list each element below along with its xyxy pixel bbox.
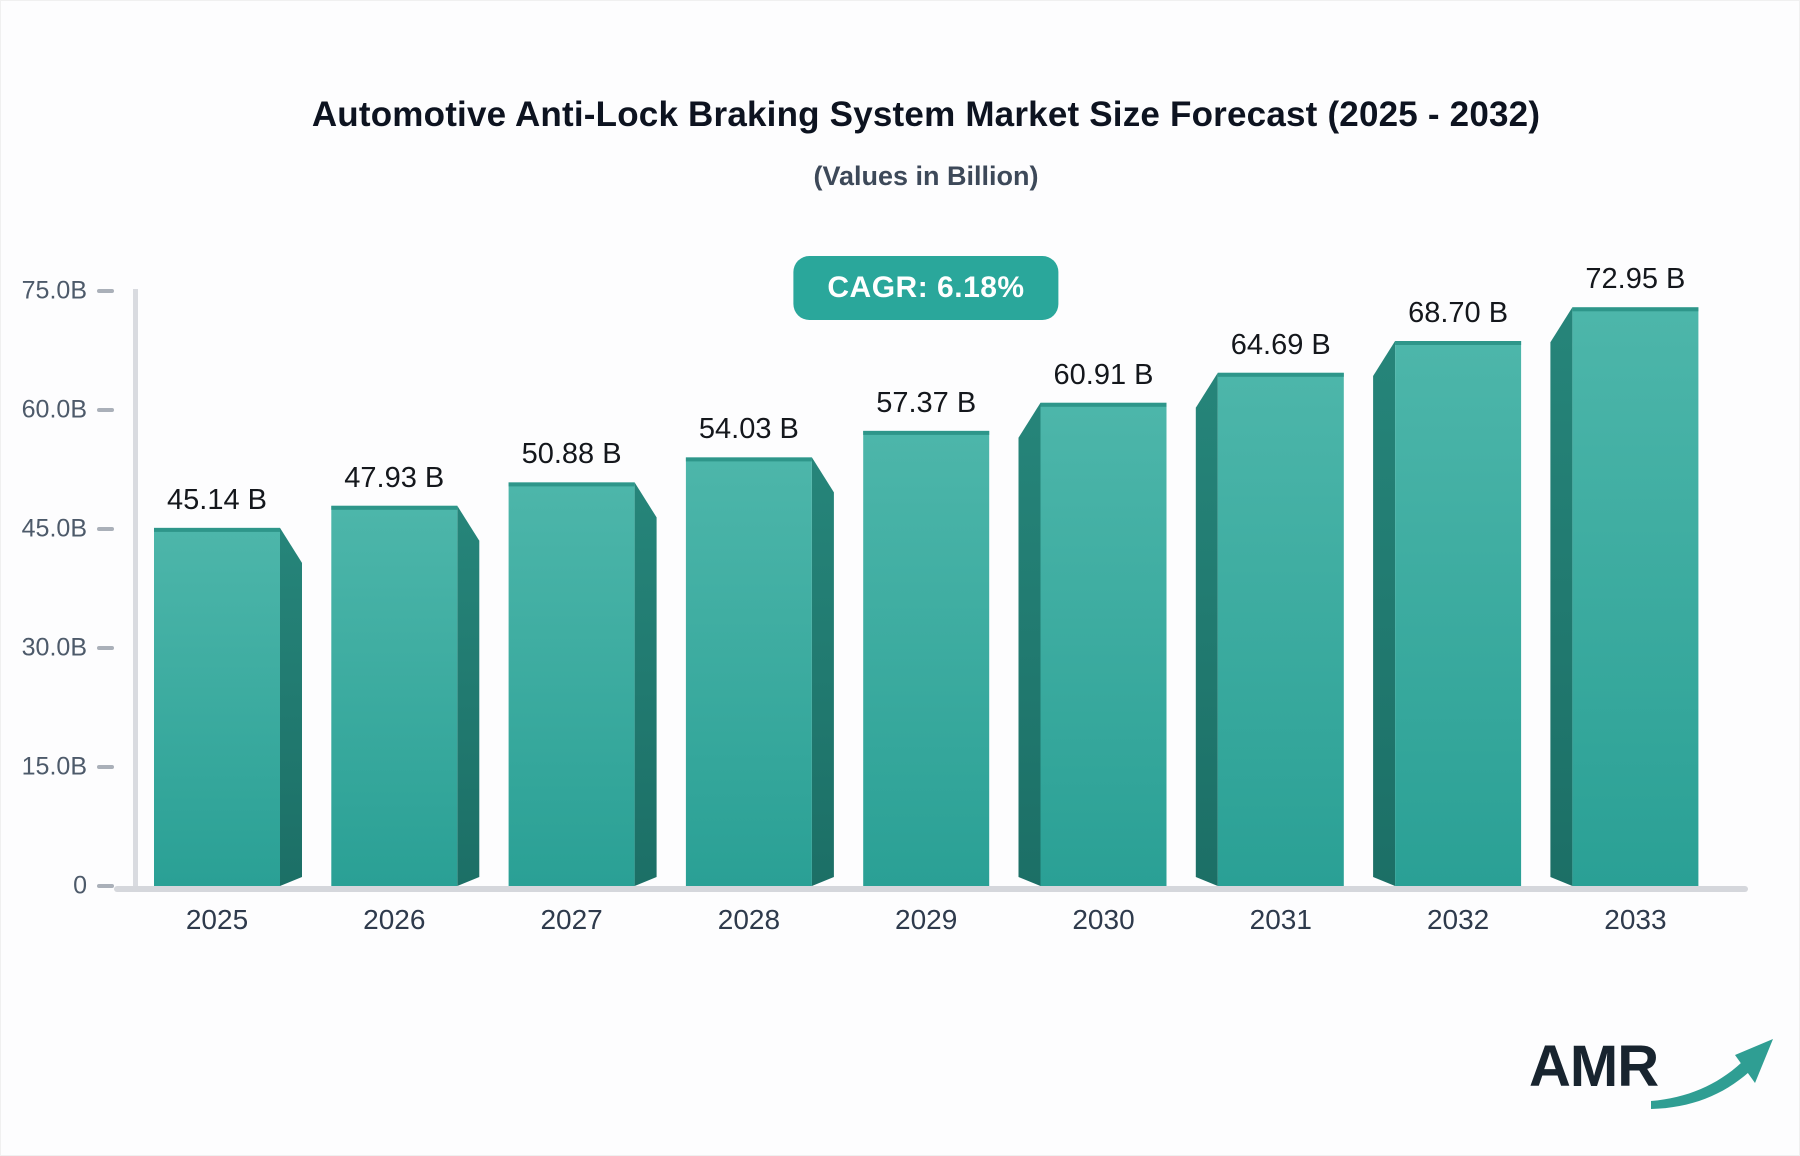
y-axis-line <box>133 289 138 889</box>
cagr-badge: CAGR: 6.18% <box>793 256 1059 320</box>
y-tick-mark <box>97 765 114 769</box>
y-tick-mark <box>97 646 114 650</box>
bar-2025 <box>154 527 302 886</box>
bar-2029 <box>863 430 990 886</box>
y-tick-label: 0 <box>73 871 87 900</box>
x-tick-label: 2031 <box>1249 904 1312 935</box>
bar-2026 <box>331 505 480 886</box>
amr-logo-text: AMR <box>1529 1034 1659 1099</box>
bar-value-label: 54.03 B <box>698 413 799 446</box>
growth-arrow-icon <box>1651 1039 1773 1109</box>
amr-logo: AMR <box>1529 1033 1773 1123</box>
y-tick-mark <box>97 289 114 293</box>
bar-value-label: 72.95 B <box>1585 263 1686 296</box>
bar-value-label: 64.69 B <box>1230 328 1331 361</box>
y-tick-mark <box>97 408 114 412</box>
x-axis-line <box>114 886 1748 892</box>
x-tick-label: 2027 <box>540 904 603 935</box>
y-tick-label: 60.0B <box>21 395 87 424</box>
bar-value-label: 50.88 B <box>521 438 622 471</box>
bar-value-label: 57.37 B <box>876 386 977 419</box>
chart-subtitle: (Values in Billion) <box>813 161 1039 191</box>
bar-2033 <box>1550 307 1699 886</box>
bar-value-label: 47.93 B <box>344 461 445 494</box>
y-tick-mark <box>97 527 114 531</box>
x-tick-label: 2029 <box>895 904 958 935</box>
y-tick-label: 30.0B <box>21 633 87 662</box>
x-tick-label: 2033 <box>1604 904 1667 935</box>
y-tick-label: 15.0B <box>21 752 87 781</box>
bar-value-label: 60.91 B <box>1053 358 1154 391</box>
bar-2031 <box>1195 372 1344 886</box>
x-tick-label: 2028 <box>717 904 781 935</box>
x-tick-label: 2032 <box>1426 904 1490 935</box>
bar-value-label: 68.70 B <box>1408 296 1509 329</box>
bar-2030 <box>1018 402 1167 886</box>
y-tick-mark <box>97 884 114 888</box>
x-tick-label: 2025 <box>185 904 249 935</box>
bar-2027 <box>508 482 657 886</box>
x-tick-label: 2030 <box>1072 904 1135 935</box>
chart-title: Automotive Anti-Lock Braking System Mark… <box>311 95 1541 134</box>
bar-value-label: 45.14 B <box>167 483 267 516</box>
y-tick-label: 45.0B <box>21 514 87 543</box>
x-tick-label: 2026 <box>363 904 426 935</box>
y-tick-label: 75.0B <box>21 276 87 305</box>
bar-2028 <box>685 457 834 886</box>
bar-2032 <box>1373 341 1522 886</box>
